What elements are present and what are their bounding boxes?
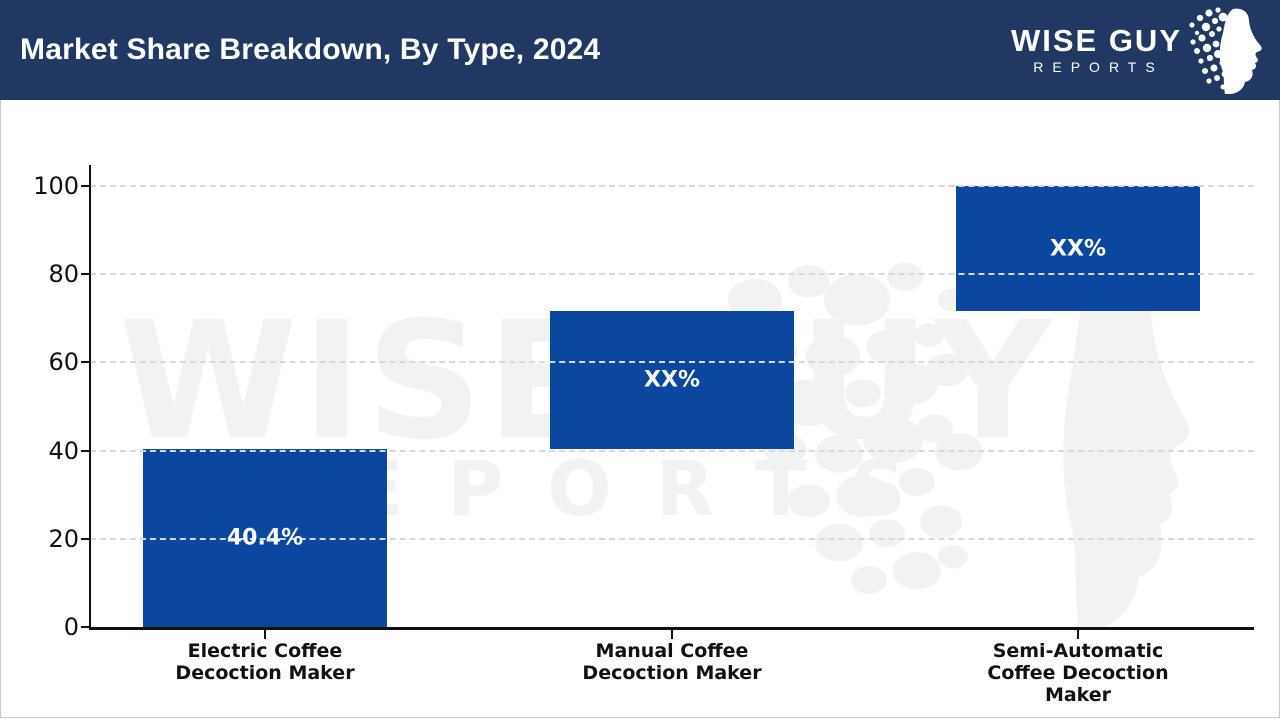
- y-axis-tick-label: 60: [48, 348, 79, 377]
- y-axis-tick-mark: [81, 185, 90, 187]
- gridline: [90, 185, 1254, 187]
- x-axis-tick-mark: [1077, 630, 1079, 639]
- y-axis-tick-label: 20: [48, 524, 79, 553]
- y-axis-tick-mark: [81, 273, 90, 276]
- x-axis-tick-mark: [671, 630, 673, 639]
- y-axis-tick-label: 100: [33, 172, 79, 200]
- y-axis-tick-mark: [81, 361, 90, 364]
- brand-name: WISE GUY: [1010, 23, 1182, 58]
- gridline: [90, 361, 1254, 364]
- brand-logo: WISE GUY REPORTS: [1011, 5, 1266, 95]
- x-axis-line: [89, 627, 1254, 630]
- header: Market Share Breakdown, By Type, 2024 WI…: [0, 0, 1280, 100]
- watermark-face-icon: [728, 259, 1190, 629]
- page-title: Market Share Breakdown, By Type, 2024: [20, 33, 601, 66]
- bar-value-label: 40.4%: [226, 525, 304, 551]
- brand-logo-text: WISE GUY REPORTS: [1010, 23, 1182, 76]
- bar-value-label: XX%: [644, 367, 700, 393]
- x-axis-tick-mark: [264, 630, 266, 639]
- gridline: [90, 449, 1254, 452]
- y-axis-tick-label: 80: [48, 260, 79, 289]
- chart-panel: WISE GUY REPORTS 02040608010040.4%XX%XX%…: [0, 100, 1280, 718]
- bar: [956, 186, 1200, 312]
- bar: [550, 311, 794, 449]
- y-axis-tick-mark: [81, 537, 90, 540]
- bar-value-label: XX%: [1050, 236, 1106, 262]
- brand-subname: REPORTS: [1033, 59, 1164, 75]
- x-axis-category-label: Semi-Automatic Coffee Decoction Maker: [987, 640, 1169, 706]
- gridline: [90, 537, 1254, 540]
- brand-face-icon: [1189, 7, 1262, 94]
- x-axis-category-label: Electric Coffee Decoction Maker: [175, 640, 355, 684]
- y-axis-tick-mark: [81, 626, 90, 628]
- y-axis-spine: [89, 165, 91, 629]
- y-axis-tick-label: 0: [63, 613, 79, 641]
- x-axis-category-label: Manual Coffee Decoction Maker: [582, 640, 762, 684]
- y-axis-tick-mark: [81, 449, 90, 452]
- gridline: [90, 273, 1254, 276]
- y-axis-tick-label: 40: [48, 436, 79, 465]
